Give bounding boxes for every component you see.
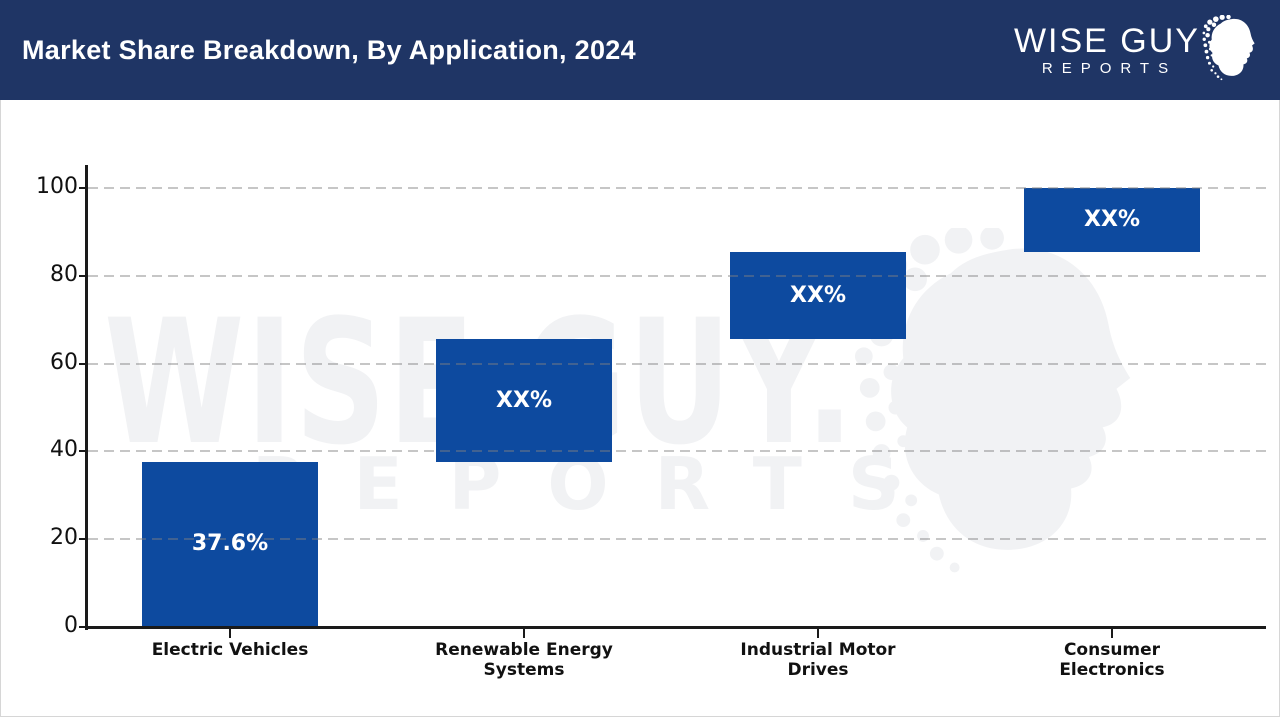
x-tick-mark — [229, 629, 231, 638]
y-tick-mark — [79, 362, 88, 365]
y-tick-label: 100 — [36, 174, 78, 199]
y-tick-mark — [79, 187, 88, 189]
header-banner: Market Share Breakdown, By Application, … — [0, 0, 1280, 100]
y-tick-label: 0 — [64, 613, 78, 638]
y-tick-label: 80 — [50, 261, 78, 287]
x-category-label: Electric Vehicles — [151, 640, 309, 660]
bar-value-label: XX% — [790, 282, 846, 308]
y-axis-line — [85, 165, 88, 630]
plot: 37.6% XX% XX% XX% 0 20 40 60 80 100 Electric Vehic… — [0, 100, 1280, 720]
x-tick-mark — [1111, 629, 1113, 638]
bar-value-label: XX% — [496, 387, 552, 413]
y-tick-mark — [79, 538, 88, 541]
bar-value-label: 37.6% — [191, 531, 269, 557]
chart-area: WISE GUY. REPORTS 37.6% XX% XX% XX% 0 20 40 60 8… — [0, 100, 1280, 720]
x-tick-mark — [523, 629, 525, 638]
chart-title: Market Share Breakdown, By Application, … — [22, 34, 636, 65]
y-tick-mark — [79, 450, 88, 453]
bar-segment — [436, 339, 612, 462]
bar-segment — [730, 251, 906, 340]
gridline — [88, 362, 1266, 365]
y-tick-label: 40 — [50, 437, 78, 463]
bar-segment — [142, 461, 318, 627]
gridline — [88, 538, 1266, 541]
bar-segment — [1024, 188, 1200, 252]
y-tick-label: 60 — [50, 349, 78, 375]
x-category-label: Consumer Electronics — [1059, 640, 1165, 680]
logo-subtitle: REPORTS — [1041, 60, 1178, 77]
x-category-label: Industrial Motor Drives — [740, 640, 896, 680]
y-tick-mark — [79, 274, 88, 277]
wiseguy-logo: WISE GUY REPORTS — [1014, 14, 1258, 86]
logo-wordmark: WISE GUY — [1013, 22, 1200, 60]
x-category-label: Renewable Energy Systems — [435, 640, 613, 680]
logo-text: WISE GUY REPORTS — [1014, 24, 1200, 76]
gridline — [88, 274, 1266, 277]
gridline — [88, 450, 1266, 453]
gridline — [88, 187, 1266, 189]
bar-value-label: XX% — [1084, 206, 1140, 232]
logo-head-icon — [1202, 14, 1255, 80]
x-tick-mark — [817, 629, 819, 638]
y-tick-label: 20 — [50, 525, 78, 551]
x-axis-line — [86, 626, 1266, 629]
y-tick-mark — [79, 626, 88, 628]
